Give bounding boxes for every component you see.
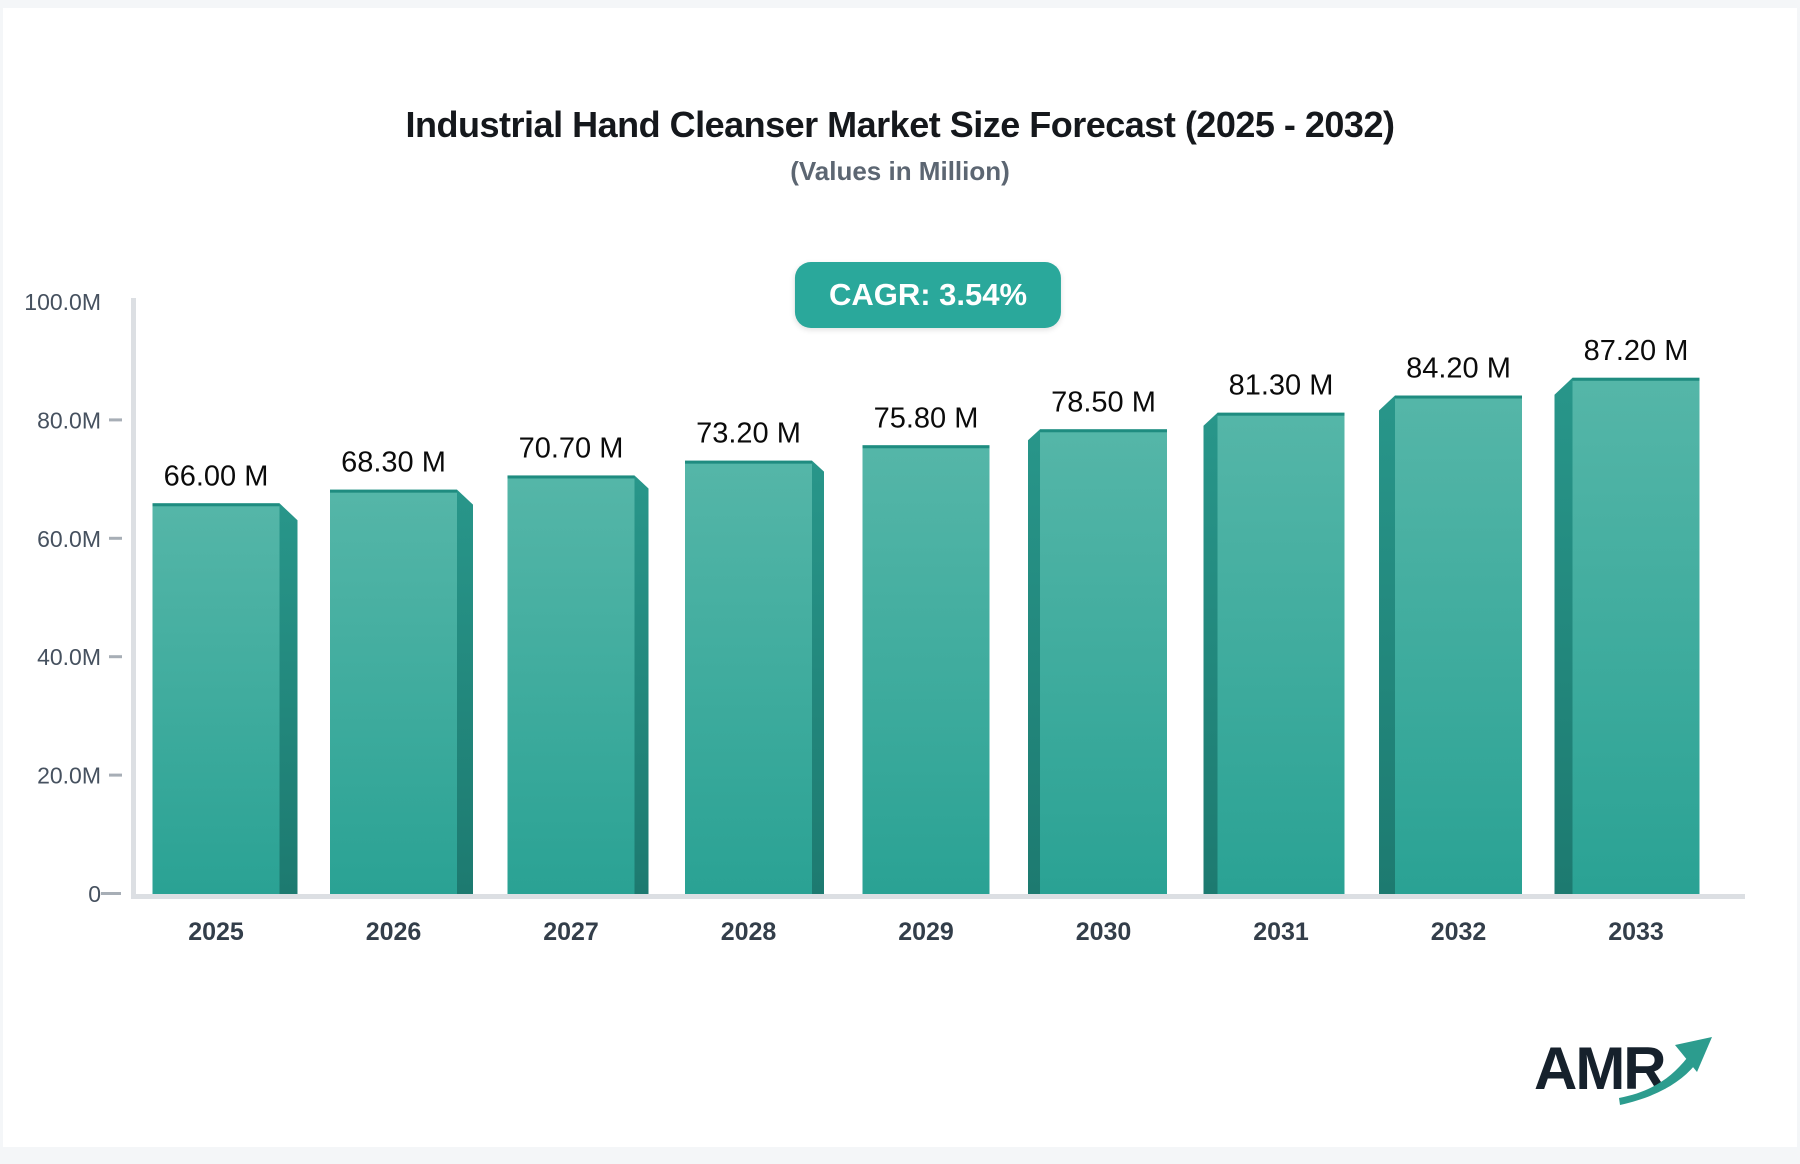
chart-subtitle: (Values in Million) <box>790 156 1010 186</box>
bar-top-edge-2028 <box>685 460 812 464</box>
bar-group-2031: 81.30 M 2031 <box>1203 370 1345 946</box>
bar-face-2032 <box>1395 395 1522 894</box>
x-tick-label-2033: 2033 <box>1608 918 1664 946</box>
bar-side-2032 <box>1379 395 1395 894</box>
chart-title: Industrial Hand Cleanser Market Size For… <box>405 104 1395 145</box>
bar-face-2031 <box>1217 412 1345 894</box>
x-tick-label-2030: 2030 <box>1076 918 1132 946</box>
bar-face-2030 <box>1040 429 1167 894</box>
bar-side-2026 <box>457 489 473 894</box>
bar-value-label-2027: 70.70 M <box>519 432 624 464</box>
bar-top-edge-2027 <box>507 475 635 479</box>
bar-value-label-2029: 75.80 M <box>874 402 979 434</box>
bar-group-2025: 66.00 M 2025 <box>152 460 298 946</box>
bar-group-2032: 84.20 M 2032 <box>1379 353 1522 946</box>
bar-chart-plot: 100.0M 80.0M 60.0M 40.0M 20.0M 0 66.00 M 2025 68… <box>24 289 1745 946</box>
x-tick-label-2026: 2026 <box>366 918 422 946</box>
y-tick-label-80.0M: 80.0M <box>37 407 101 433</box>
y-tick-mark-60.0M <box>109 536 122 540</box>
bar-face-2028 <box>685 460 812 894</box>
bar-value-label-2026: 68.30 M <box>341 447 446 479</box>
y-tick-label-40.0M: 40.0M <box>37 644 101 670</box>
bar-value-label-2030: 78.50 M <box>1051 386 1156 418</box>
bar-top-edge-2032 <box>1395 395 1522 399</box>
bar-top-edge-2026 <box>330 489 457 493</box>
bar-side-2033 <box>1554 377 1573 894</box>
y-tick-mark-80.0M <box>109 418 122 422</box>
amr-logo-arrow-icon <box>1619 1037 1712 1105</box>
bar-side-2031 <box>1203 412 1218 894</box>
bar-top-edge-2030 <box>1040 429 1167 433</box>
y-tick-mark-0 <box>101 892 121 895</box>
bar-face-2027 <box>507 475 635 894</box>
bar-value-label-2031: 81.30 M <box>1229 370 1334 402</box>
bar-face-2025 <box>152 503 280 894</box>
x-tick-label-2029: 2029 <box>898 918 954 946</box>
y-tick-mark-40.0M <box>109 655 122 659</box>
bar-face-2029 <box>862 445 990 894</box>
bar-top-edge-2031 <box>1217 412 1345 416</box>
bar-side-2027 <box>634 475 649 894</box>
y-tick-label-60.0M: 60.0M <box>37 526 101 552</box>
chart-card: Industrial Hand Cleanser Market Size For… <box>3 8 1797 1147</box>
bar-value-label-2032: 84.20 M <box>1406 353 1511 385</box>
bar-group-2029: 75.80 M 2029 <box>862 402 990 946</box>
bar-top-edge-2033 <box>1572 377 1700 381</box>
x-tick-label-2031: 2031 <box>1253 918 1309 946</box>
y-tick-label-20.0M: 20.0M <box>37 763 101 789</box>
bar-side-2025 <box>279 503 298 894</box>
bar-side-2030 <box>1028 429 1040 894</box>
bar-value-label-2028: 73.20 M <box>696 418 801 450</box>
bar-group-2033: 87.20 M 2033 <box>1554 335 1700 946</box>
x-axis-line <box>131 894 1745 899</box>
cagr-badge: CAGR: 3.54% <box>794 262 1062 328</box>
y-tick-mark-20.0M <box>109 773 122 777</box>
x-tick-label-2032: 2032 <box>1431 918 1487 946</box>
bar-group-2030: 78.50 M 2030 <box>1028 386 1167 946</box>
y-tick-label-100.0M: 100.0M <box>24 289 101 315</box>
x-tick-label-2028: 2028 <box>721 918 777 946</box>
bar-top-edge-2029 <box>862 445 990 449</box>
x-tick-label-2025: 2025 <box>188 918 244 946</box>
bar-face-2026 <box>330 489 457 894</box>
bar-side-2028 <box>812 460 824 894</box>
y-tick-label-0: 0 <box>88 881 101 907</box>
bar-face-2033 <box>1572 377 1700 894</box>
bar-value-label-2025: 66.00 M <box>164 460 269 492</box>
bar-group-2027: 70.70 M 2027 <box>507 432 649 946</box>
x-tick-label-2027: 2027 <box>543 918 599 946</box>
bar-group-2026: 68.30 M 2026 <box>330 447 473 946</box>
bar-top-edge-2025 <box>152 503 280 507</box>
bar-group-2028: 73.20 M 2028 <box>685 418 824 946</box>
bar-value-label-2033: 87.20 M <box>1584 335 1689 367</box>
amr-logo: AMR <box>1534 1034 1714 1114</box>
y-axis-line <box>131 298 136 899</box>
